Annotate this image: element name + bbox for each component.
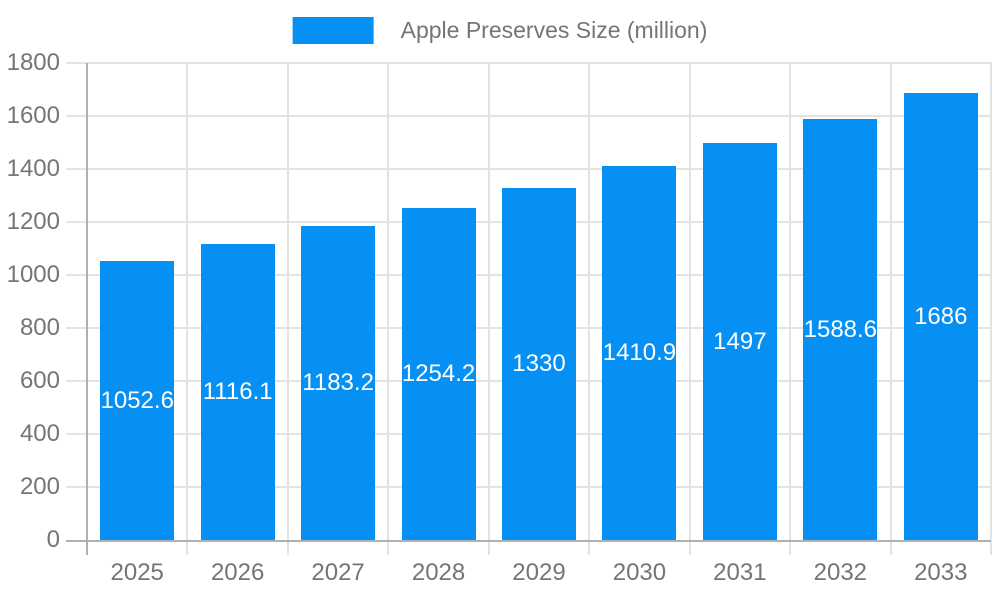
x-axis-tick-label: 2032 (813, 559, 868, 586)
y-axis-tick-label: 1200 (6, 207, 60, 235)
plot-area: 1052.6 1116.1 1183.2 1254.2 1330 1410.9 1497 15… (66, 62, 992, 555)
bar: 1497 (702, 143, 777, 540)
bar: 1686 (903, 93, 978, 540)
grid-line-vertical (789, 63, 792, 555)
bar-value-label: 1686 (914, 302, 968, 330)
bar-value-label: 1116.1 (202, 378, 273, 406)
x-axis-line (66, 540, 991, 542)
x-axis-tick-label: 2026 (210, 559, 265, 586)
bar-value-label: 1052.6 (100, 386, 174, 414)
y-axis-tick-label: 0 (46, 525, 60, 553)
x-axis-tick-label: 2027 (311, 559, 365, 586)
grid-line-vertical (889, 63, 892, 555)
x-axis-tick-label: 2030 (612, 559, 667, 586)
y-axis-tick-label: 1400 (6, 154, 60, 182)
x-axis-tick-label: 2031 (713, 559, 767, 586)
bar-value-label: 1254.2 (401, 359, 476, 387)
bar: 1116.1 (200, 244, 275, 540)
bar: 1183.2 (301, 226, 376, 540)
y-axis-tick-label: 1000 (6, 260, 60, 288)
y-axis-tick-label: 200 (19, 472, 60, 500)
grid-line-horizontal (66, 168, 991, 170)
bar: 1330 (502, 187, 576, 540)
bar: 1588.6 (803, 119, 878, 540)
x-axis-tick-label: 2029 (512, 559, 566, 586)
bar-value-label: 1588.6 (803, 315, 878, 343)
legend-label: Apple Preserves Size (million) (400, 17, 708, 43)
y-axis-tick-label: 1600 (6, 101, 60, 129)
y-axis-tick-label: 600 (19, 366, 60, 394)
grid-line-vertical (186, 63, 189, 555)
bar: 1052.6 (100, 261, 175, 540)
grid-line-vertical (487, 63, 490, 555)
grid-line-vertical (688, 63, 691, 555)
x-axis-tick-label: 2033 (914, 559, 968, 586)
legend-swatch-icon (292, 17, 374, 44)
y-axis-tick-label: 800 (19, 313, 60, 341)
grid-line-horizontal (66, 62, 991, 64)
grid-line-horizontal (66, 115, 991, 117)
grid-line-vertical (286, 63, 289, 555)
x-axis-tick-label: 2028 (411, 559, 466, 586)
y-axis-tick-label: 400 (19, 419, 60, 447)
bar-value-label: 1497 (713, 327, 767, 355)
bar: 1254.2 (401, 207, 476, 540)
x-axis-tick-label: 2025 (110, 559, 164, 586)
legend-item[interactable]: Apple Preserves Size (million) (292, 17, 708, 44)
bar: 1410.9 (602, 166, 677, 540)
grid-line-vertical (387, 63, 390, 555)
bar-value-label: 1183.2 (302, 369, 374, 397)
y-axis-line (86, 63, 88, 555)
bar-value-label: 1410.9 (602, 339, 677, 367)
grid-line-vertical (588, 63, 591, 555)
bar-value-label: 1330 (512, 349, 566, 377)
y-axis-tick-label: 1800 (6, 48, 60, 76)
grid-line-vertical (990, 63, 992, 555)
